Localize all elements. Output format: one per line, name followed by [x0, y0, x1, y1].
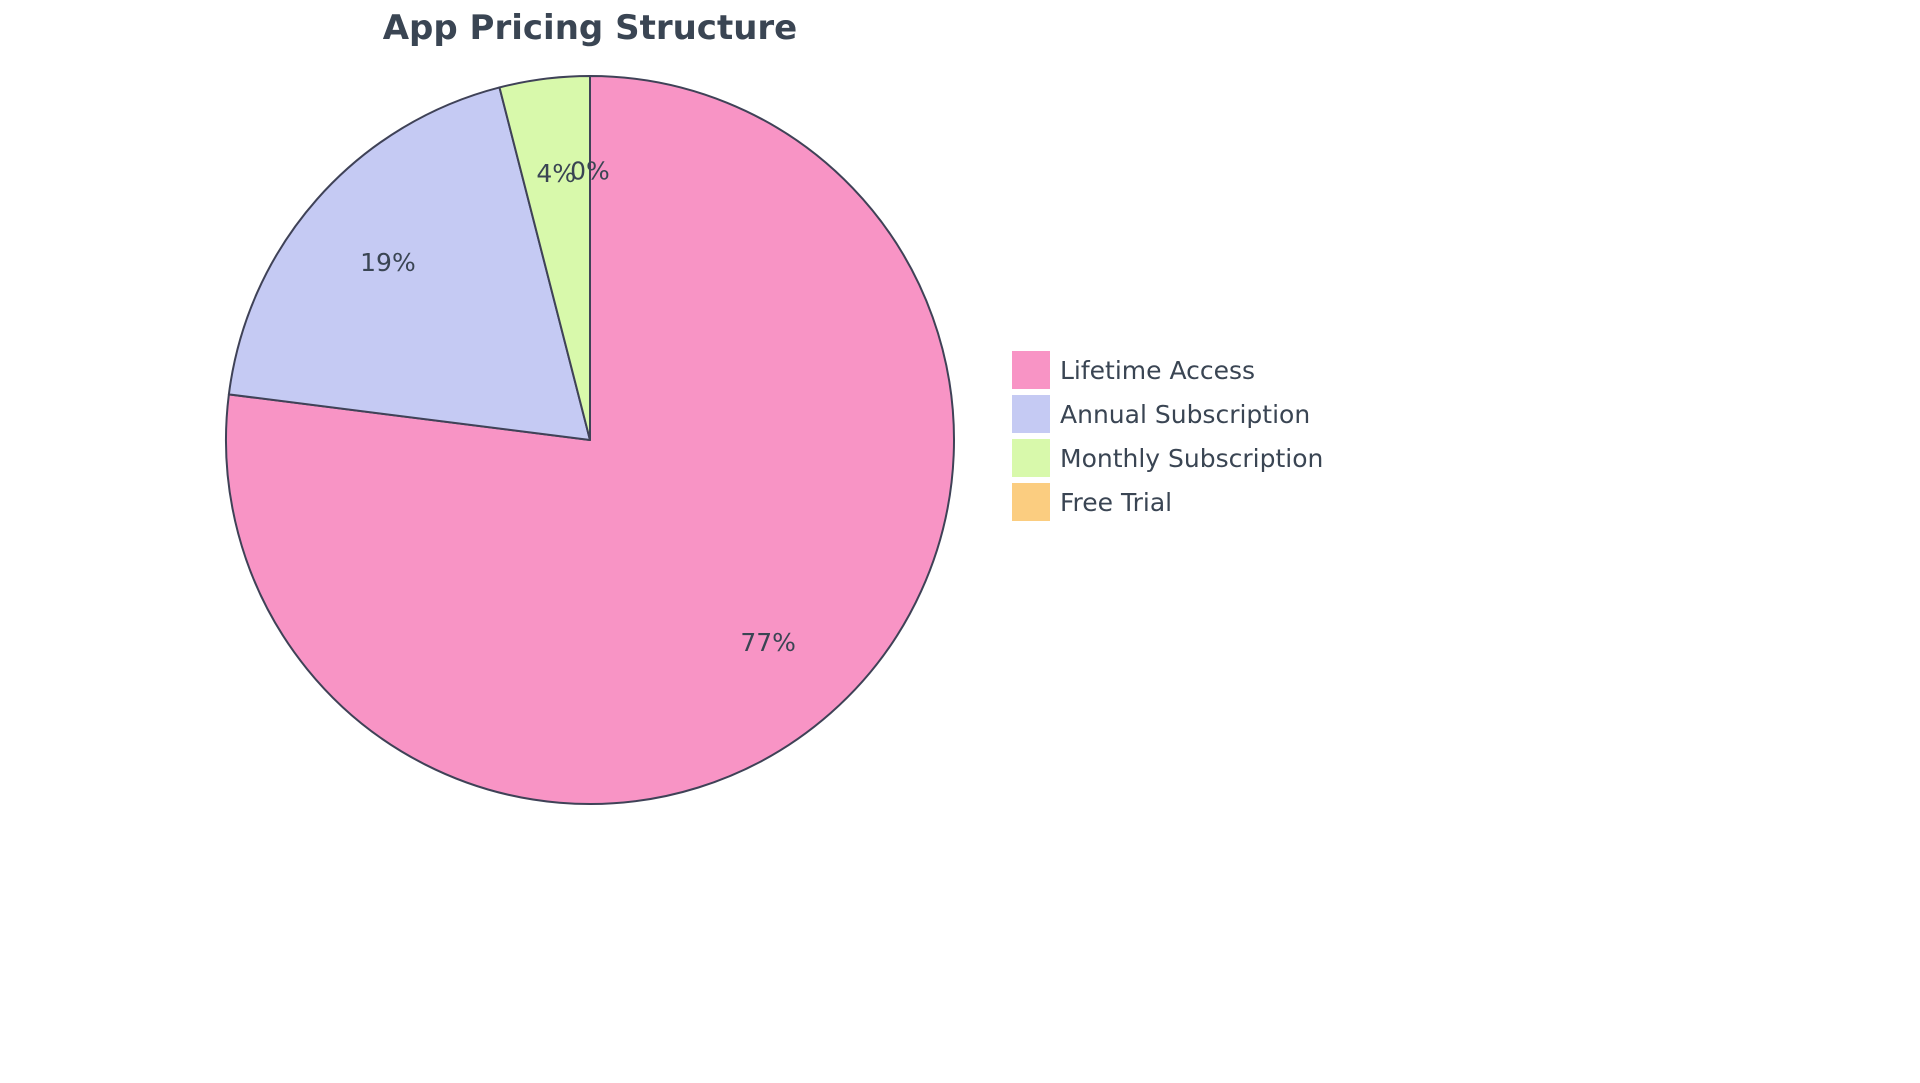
legend-label: Monthly Subscription — [1060, 443, 1324, 473]
pie-percent-label: 77% — [740, 628, 796, 657]
pie-percent-label: 0% — [570, 157, 610, 186]
chart-title: App Pricing Structure — [382, 8, 798, 48]
pie-percent-label: 19% — [360, 248, 416, 277]
pie-slice-annual-subscription — [227, 86, 591, 441]
chart-legend: Lifetime Access Annual Subscription Monthl… — [1012, 351, 1323, 527]
legend-swatch — [1012, 351, 1050, 389]
legend-label: Annual Subscription — [1060, 399, 1311, 429]
legend-item-monthly-subscription: Monthly Subscription — [1012, 439, 1323, 477]
legend-swatch — [1012, 439, 1050, 477]
pie-slice-monthly-subscription — [498, 75, 591, 441]
legend-swatch — [1012, 483, 1050, 521]
legend-label: Lifetime Access — [1060, 355, 1256, 385]
legend-label: Free Trial — [1060, 487, 1173, 517]
legend-item-free-trial: Free Trial — [1012, 483, 1323, 521]
legend-item-lifetime-access: Lifetime Access — [1012, 351, 1323, 389]
pie-percent-label: 4% — [536, 159, 576, 188]
legend-swatch — [1012, 395, 1050, 433]
legend-item-annual-subscription: Annual Subscription — [1012, 395, 1323, 433]
